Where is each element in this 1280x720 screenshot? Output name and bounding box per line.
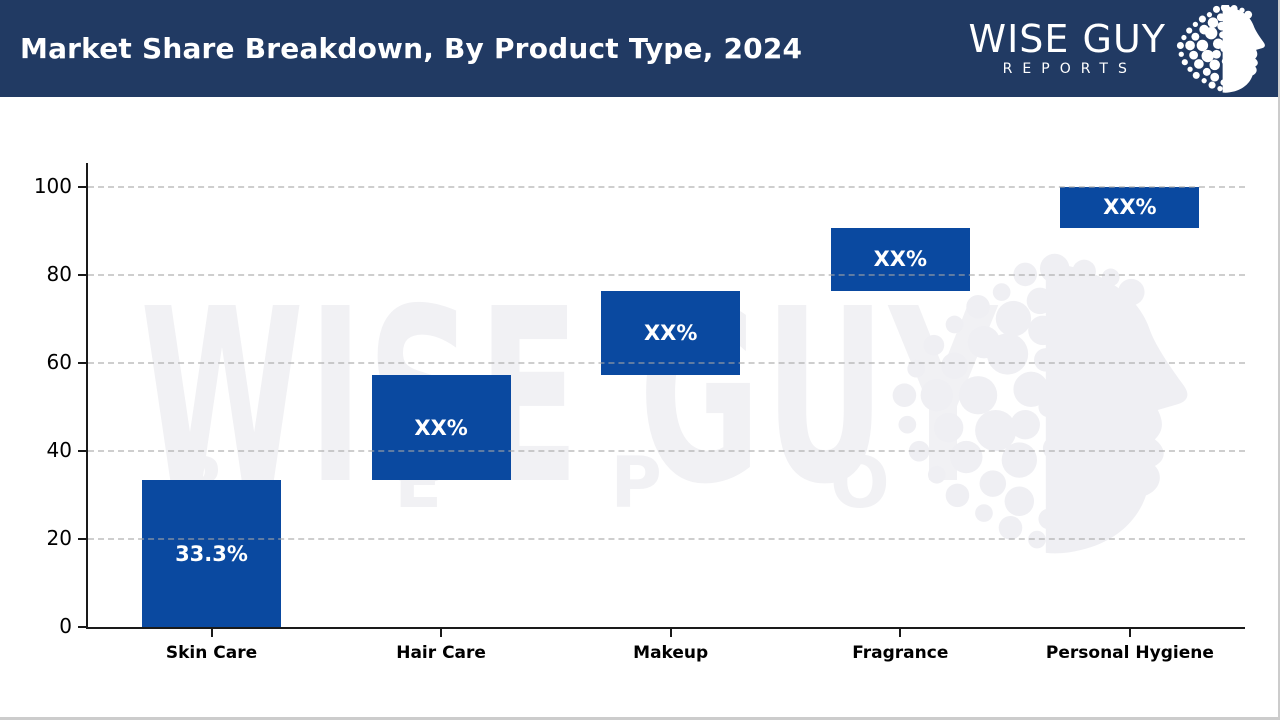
x-tick-mark: [669, 629, 672, 637]
y-gridline: [88, 186, 1245, 188]
watermark-wordmark: WISE GUY: [140, 257, 1001, 537]
bar-segment: XX%: [830, 227, 970, 291]
bar-value-label: XX%: [414, 415, 468, 440]
y-gridline: [88, 538, 1245, 540]
page-title: Market Share Breakdown, By Product Type,…: [20, 32, 803, 65]
x-axis-line: [86, 627, 1245, 629]
y-tick-label: 0: [59, 614, 72, 638]
header-bar: Market Share Breakdown, By Product Type,…: [0, 0, 1280, 97]
y-tick-label: 40: [46, 438, 72, 462]
logo-wordmark: WISE GUY: [968, 17, 1166, 61]
y-tick-label: 60: [46, 350, 72, 374]
bar-value-label: XX%: [643, 320, 698, 345]
y-gridline: [88, 274, 1245, 276]
dotted-head-logo-icon: [1168, 2, 1272, 93]
y-axis-line: [86, 163, 88, 629]
bar-value-label: 33.3%: [175, 541, 248, 566]
y-tick-mark: [78, 538, 86, 540]
y-tick-mark: [78, 450, 86, 452]
bar-segment: XX%: [371, 374, 511, 481]
y-tick-mark: [78, 362, 86, 364]
y-tick-label: 80: [46, 262, 72, 286]
y-gridline: [88, 362, 1245, 364]
logo-text: WISE GUY REPORTS: [969, 20, 1166, 77]
bar-value-label: XX%: [873, 247, 928, 272]
wise-guy-logo: WISE GUY REPORTS: [969, 2, 1280, 93]
logo-subtitle: REPORTS: [1002, 61, 1137, 77]
y-tick-mark: [78, 626, 86, 628]
x-axis-category-label: Skin Care: [165, 643, 258, 663]
x-axis-category-label: Fragrance: [852, 643, 949, 663]
x-tick-mark: [899, 629, 902, 637]
y-tick-label: 100: [33, 174, 72, 198]
x-tick-mark: [440, 629, 443, 637]
y-tick-mark: [78, 274, 86, 276]
x-tick-mark: [210, 629, 213, 637]
y-tick-mark: [78, 186, 86, 188]
x-axis-category-label: Hair Care: [396, 643, 486, 663]
bar-segment: 33.3%: [142, 480, 281, 627]
bar-segment: XX%: [1060, 187, 1200, 228]
x-axis-category-label: Personal Hygiene: [1045, 643, 1214, 663]
bar-segment: XX%: [601, 290, 741, 375]
watermark-head-icon: [872, 197, 1202, 617]
x-tick-mark: [1128, 629, 1131, 637]
x-axis-category-label: Makeup: [633, 643, 709, 663]
bar-value-label: XX%: [1103, 195, 1157, 220]
y-tick-label: 20: [46, 526, 72, 550]
chart-area: WISE GUY R E P O R T S 02040608010033.3%…: [0, 97, 1280, 720]
y-gridline: [88, 450, 1245, 452]
